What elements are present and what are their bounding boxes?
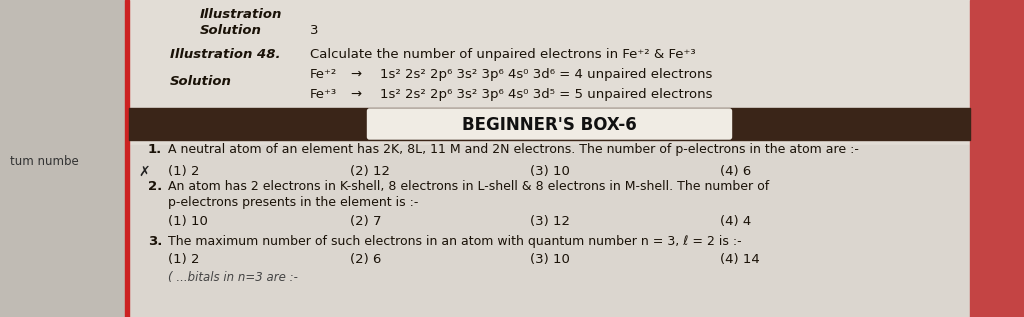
Bar (129, 0, 1024, 145)
Text: Fe⁺²: Fe⁺² (310, 68, 337, 81)
Text: An atom has 2 electrons in K-shell, 8 electrons in L-shell & 8 electrons in M-sh: An atom has 2 electrons in K-shell, 8 el… (168, 180, 769, 193)
Text: (2) 6: (2) 6 (350, 253, 381, 266)
Text: 1.: 1. (148, 143, 162, 156)
Text: (3) 10: (3) 10 (530, 165, 570, 178)
Text: ✗: ✗ (138, 165, 150, 179)
Text: →: → (350, 88, 361, 101)
Text: BEGINNER'S BOX-6: BEGINNER'S BOX-6 (462, 116, 637, 134)
Text: 2.: 2. (148, 180, 162, 193)
Text: ( ...bitals in n=3 are :-: ( ...bitals in n=3 are :- (168, 271, 298, 284)
Text: The maximum number of such electrons in an atom with quantum number n = 3, ℓ = 2: The maximum number of such electrons in … (168, 235, 741, 248)
Text: (2) 12: (2) 12 (350, 165, 390, 178)
Bar (125, 0, 129, 317)
Text: →: → (350, 68, 361, 81)
Bar (129, 108, 970, 140)
Text: Illustration: Illustration (200, 8, 283, 21)
Text: Solution: Solution (170, 75, 231, 88)
Text: (1) 2: (1) 2 (168, 253, 200, 266)
Text: (4) 6: (4) 6 (720, 165, 752, 178)
Text: (3) 10: (3) 10 (530, 253, 570, 266)
Text: (1) 2: (1) 2 (168, 165, 200, 178)
Text: tum numbe: tum numbe (10, 155, 79, 168)
Text: (2) 7: (2) 7 (350, 215, 382, 228)
Text: 1s² 2s² 2p⁶ 3s² 3p⁶ 4s⁰ 3d⁶ = 4 unpaired electrons: 1s² 2s² 2p⁶ 3s² 3p⁶ 4s⁰ 3d⁶ = 4 unpaired… (380, 68, 713, 81)
Text: A neutral atom of an element has 2K, 8L, 11 M and 2N electrons. The number of p-: A neutral atom of an element has 2K, 8L,… (168, 143, 859, 156)
Text: Illustration 48.: Illustration 48. (170, 48, 281, 61)
Text: (4) 4: (4) 4 (720, 215, 752, 228)
Text: 1s² 2s² 2p⁶ 3s² 3p⁶ 4s⁰ 3d⁵ = 5 unpaired electrons: 1s² 2s² 2p⁶ 3s² 3p⁶ 4s⁰ 3d⁵ = 5 unpaired… (380, 88, 713, 101)
Text: 3: 3 (310, 24, 318, 37)
Bar (970, 0, 1024, 317)
Text: 3.: 3. (148, 235, 163, 248)
Text: (3) 12: (3) 12 (530, 215, 570, 228)
Bar (129, 145, 1024, 317)
Text: (4) 14: (4) 14 (720, 253, 760, 266)
Text: Solution: Solution (200, 24, 262, 37)
Bar (0, 0, 130, 317)
Text: Calculate the number of unpaired electrons in Fe⁺² & Fe⁺³: Calculate the number of unpaired electro… (310, 48, 695, 61)
Text: Fe⁺³: Fe⁺³ (310, 88, 337, 101)
Text: (1) 10: (1) 10 (168, 215, 208, 228)
FancyBboxPatch shape (368, 109, 731, 139)
Text: p-electrons presents in the element is :-: p-electrons presents in the element is :… (168, 196, 419, 209)
